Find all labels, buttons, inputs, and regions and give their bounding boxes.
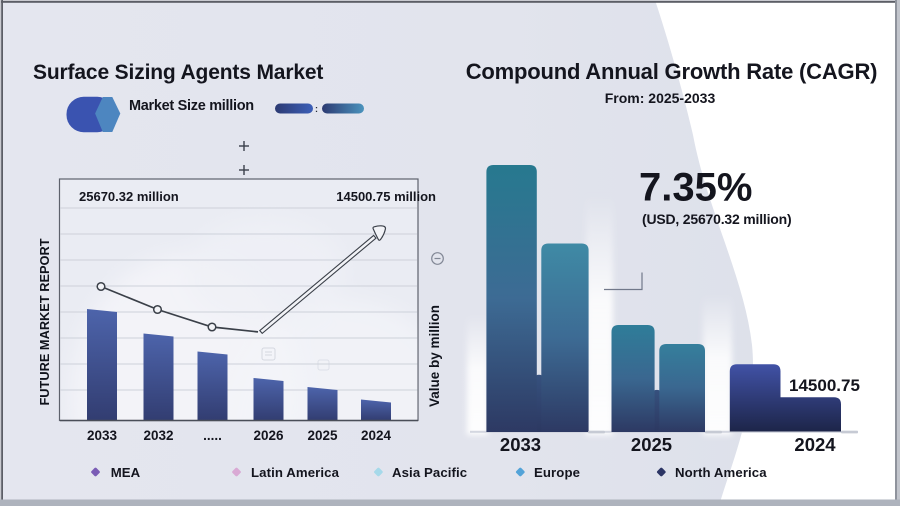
svg-text:14500.75 million: 14500.75 million — [336, 189, 436, 204]
svg-text:Market Size million: Market Size million — [129, 98, 254, 114]
svg-text:7.35%: 7.35% — [639, 166, 752, 210]
svg-text:Compound Annual Growth Rate (C: Compound Annual Growth Rate (CAGR) — [466, 59, 878, 84]
svg-text:Surface Sizing Agents Market: Surface Sizing Agents Market — [33, 61, 323, 84]
svg-text:2032: 2032 — [143, 428, 173, 443]
svg-text:2033: 2033 — [500, 434, 541, 455]
svg-text:From: 2025-2033: From: 2025-2033 — [605, 90, 716, 106]
svg-text:14500.75: 14500.75 — [789, 376, 860, 395]
svg-text::: : — [315, 104, 318, 114]
svg-text:(USD, 25670.32 million): (USD, 25670.32 million) — [642, 211, 791, 227]
svg-text:2024: 2024 — [794, 434, 836, 455]
svg-text:2033: 2033 — [87, 428, 118, 443]
svg-text:Asia Pacific: Asia Pacific — [392, 465, 467, 480]
svg-text:2025: 2025 — [307, 428, 338, 443]
svg-text:Value by million: Value by million — [427, 305, 442, 407]
svg-text:MEA: MEA — [111, 465, 141, 480]
svg-text:2026: 2026 — [253, 428, 284, 443]
svg-text:25670.32 million: 25670.32 million — [79, 189, 179, 204]
svg-text:.....: ..... — [203, 428, 222, 443]
svg-text:FUTURE MARKET REPORT: FUTURE MARKET REPORT — [37, 238, 52, 405]
svg-text:2025: 2025 — [631, 434, 672, 455]
svg-text:Latin America: Latin America — [251, 465, 340, 480]
svg-text:2024: 2024 — [361, 428, 392, 443]
svg-text:Europe: Europe — [534, 465, 580, 480]
svg-text:North America: North America — [675, 465, 767, 480]
